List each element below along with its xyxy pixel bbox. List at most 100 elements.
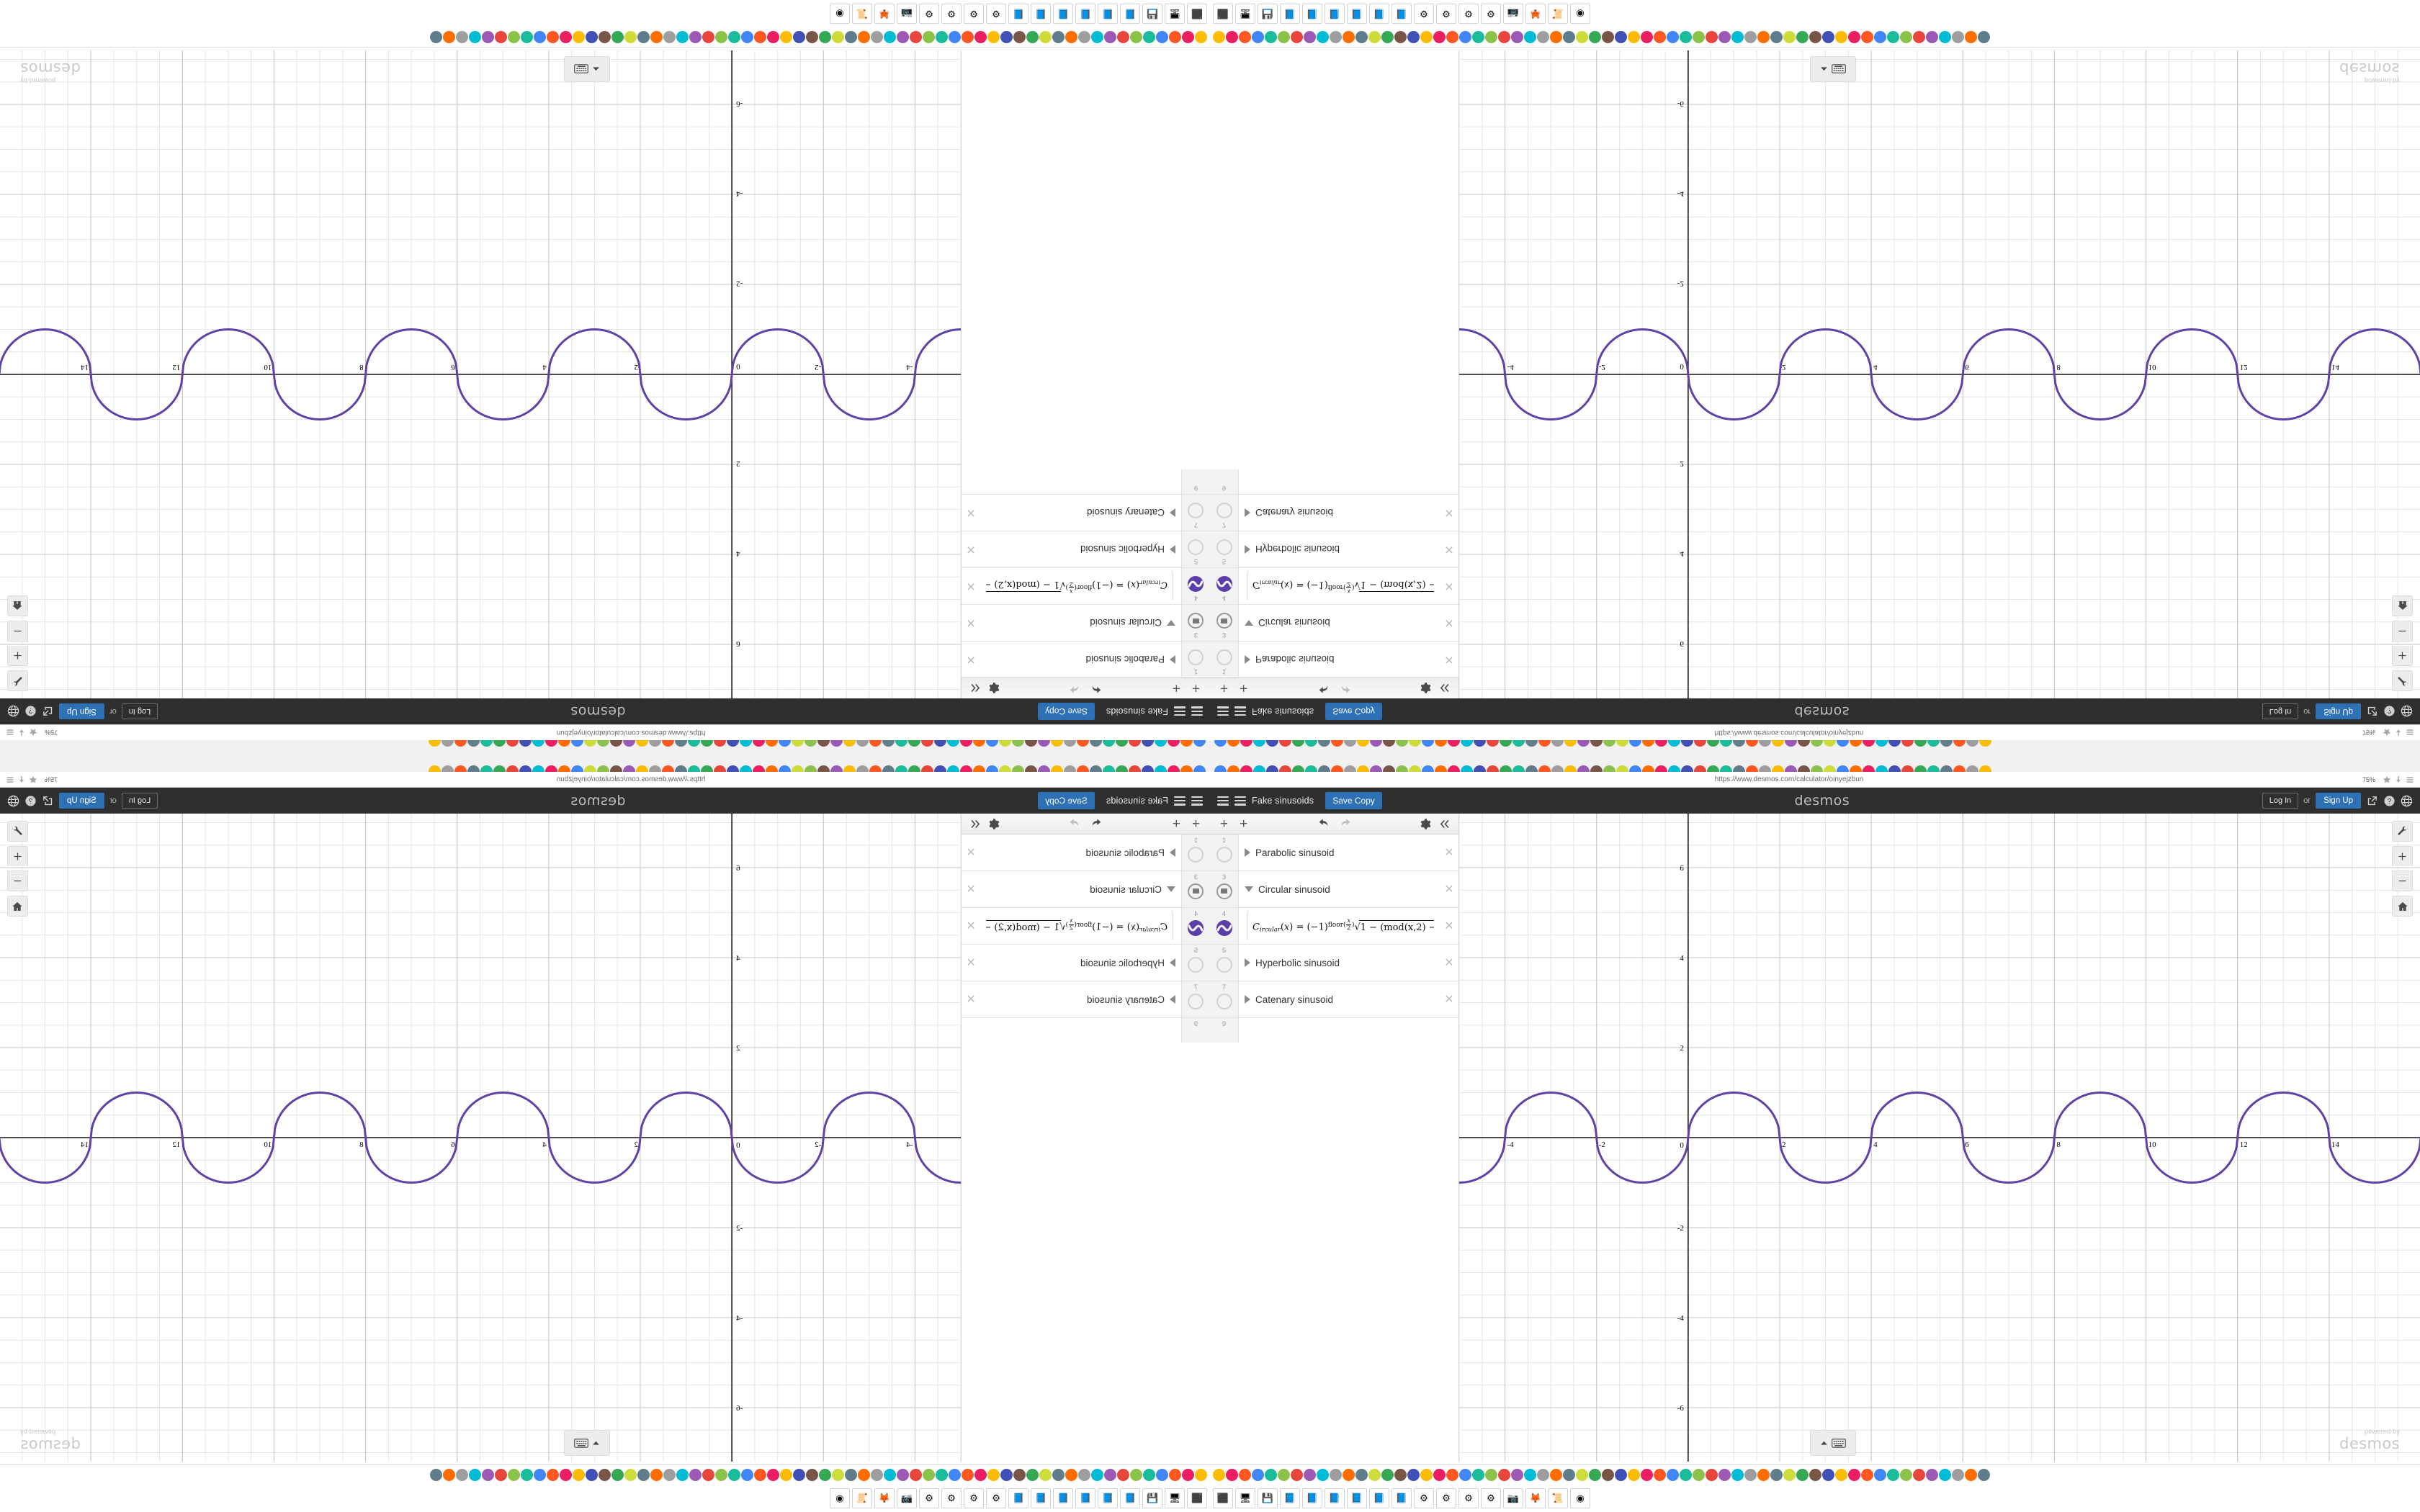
- taskbar-tab-icon[interactable]: [1381, 1468, 1394, 1481]
- expression-row[interactable]: 9: [1210, 1018, 1458, 1043]
- expression-row[interactable]: 7 Catenary sinusoid ✕: [962, 494, 1210, 531]
- taskbar-tab-icon[interactable]: [806, 31, 818, 44]
- taskbar-tab-icon[interactable]: [1143, 31, 1155, 44]
- delete-row-button[interactable]: ✕: [1444, 883, 1454, 896]
- notes-icon[interactable]: 📘: [1347, 4, 1367, 24]
- taskbar-tab-icon[interactable]: [819, 1468, 831, 1481]
- taskbar-tab-icon[interactable]: [560, 1468, 572, 1481]
- empty-bullet-icon[interactable]: [1216, 539, 1232, 556]
- taskbar-tab-icon[interactable]: [495, 1468, 507, 1481]
- taskbar-tab-icon[interactable]: [1065, 31, 1077, 44]
- scroll-icon[interactable]: 📜: [852, 1488, 872, 1508]
- taskbar-tab-icon[interactable]: [1537, 31, 1549, 44]
- folder-title[interactable]: Parabolic sinusoid: [1085, 654, 1165, 665]
- taskbar-tab-icon[interactable]: [1848, 1468, 1860, 1481]
- folder-title[interactable]: Circular sinusoid: [1258, 617, 1330, 629]
- zoom-out-icon[interactable]: [7, 621, 28, 642]
- taskbar-tab-icon[interactable]: [1498, 31, 1510, 44]
- taskbar-tab-icon[interactable]: [1874, 31, 1886, 44]
- desmos-header[interactable]: Fake sinusoids Save Copy desmos Log In o…: [0, 788, 1210, 814]
- taskbar-tab-icon[interactable]: [521, 31, 533, 44]
- bookmark-star-icon[interactable]: [2383, 775, 2391, 784]
- taskbar-tab-icon[interactable]: [482, 31, 494, 44]
- expression-row-content[interactable]: Hyperbolic sinusoid: [980, 945, 1181, 981]
- list-menu-icon[interactable]: [1174, 796, 1186, 806]
- taskbar-tab-icon[interactable]: [845, 31, 857, 44]
- wrench-settings-icon[interactable]: [7, 821, 28, 842]
- taskbar-tab-icon[interactable]: [1195, 1468, 1207, 1481]
- browser-address-bar[interactable]: https://www.desmos.com/calculator/oinyej…: [0, 772, 1210, 788]
- taskbar-tab-icon[interactable]: [1952, 1468, 1964, 1481]
- taskbar-tab-icon[interactable]: [1861, 1468, 1873, 1481]
- undo-icon[interactable]: [1089, 683, 1101, 695]
- taskbar-tab-icon[interactable]: [1667, 31, 1679, 44]
- add-item-button[interactable]: +: [1240, 680, 1248, 696]
- taskbar-tab-icon[interactable]: [1355, 31, 1368, 44]
- browser-address-bar[interactable]: https://www.desmos.com/calculator/oinyej…: [0, 724, 1210, 740]
- purple-app-icon[interactable]: ◉: [830, 4, 850, 24]
- display-icon[interactable]: 🖥: [1165, 1488, 1185, 1508]
- expression-row-content[interactable]: [980, 469, 1181, 494]
- taskbar-tab-icon[interactable]: [1848, 31, 1860, 44]
- notes-icon[interactable]: 📘: [1280, 1488, 1300, 1508]
- taskbar-tab-icon[interactable]: [1000, 1468, 1013, 1481]
- notes-icon[interactable]: 📘: [1053, 4, 1073, 24]
- delete-row-button[interactable]: ✕: [966, 847, 976, 859]
- taskbar-tab-icon[interactable]: [1589, 1468, 1601, 1481]
- share-icon[interactable]: [42, 795, 54, 807]
- delete-row-button[interactable]: ✕: [1444, 653, 1454, 665]
- add-item-button[interactable]: +: [1172, 816, 1180, 832]
- chevron-down-icon[interactable]: [1245, 886, 1253, 892]
- taskbar-tab-icon[interactable]: [754, 1468, 766, 1481]
- delete-row-button[interactable]: ✕: [966, 506, 976, 518]
- expression-row-content[interactable]: Circular sinusoid: [980, 605, 1181, 641]
- notes-icon[interactable]: 📘: [1302, 1488, 1322, 1508]
- chevron-right-icon[interactable]: [1170, 958, 1175, 967]
- taskbar-tab-icon[interactable]: [858, 1468, 870, 1481]
- desmos-header[interactable]: Fake sinusoids Save Copy desmos Log In o…: [0, 698, 1210, 724]
- taskbar-tab-icon[interactable]: [780, 31, 792, 44]
- gear-red-icon[interactable]: ⚙: [964, 4, 984, 24]
- taskbar-tab-icon[interactable]: [1511, 31, 1523, 44]
- wrench-settings-icon[interactable]: [2392, 821, 2413, 842]
- curve-color-swatch[interactable]: [1216, 919, 1232, 936]
- taskbar-tab-icon[interactable]: [1563, 31, 1575, 44]
- taskbar-tab-icon[interactable]: [430, 31, 442, 44]
- expression-row-content[interactable]: Hyperbolic sinusoid: [1239, 945, 1440, 981]
- taskbar-tab-icon[interactable]: [624, 1468, 637, 1481]
- graph-title[interactable]: Fake sinusoids: [1106, 796, 1168, 806]
- taskbar-tab-icon[interactable]: [1861, 31, 1873, 44]
- taskbar-tab-icon[interactable]: [1524, 31, 1536, 44]
- log-in-button[interactable]: Log In: [2262, 703, 2299, 719]
- taskbar-tab-icon[interactable]: [1641, 1468, 1653, 1481]
- chevron-right-icon[interactable]: [1245, 508, 1250, 517]
- taskbar-tab-icon[interactable]: [923, 31, 935, 44]
- curve-color-swatch[interactable]: [1216, 576, 1232, 593]
- desmos-header[interactable]: Fake sinusoids Save Copy desmos Log In o…: [1210, 698, 2420, 724]
- taskbar-tab-icon[interactable]: [1330, 31, 1342, 44]
- quadrant-top-right[interactable]: https://www.desmos.com/calculator/oinyej…: [1210, 0, 2420, 756]
- expression-row-content[interactable]: [1239, 469, 1440, 494]
- taskbar-tab-icon[interactable]: [443, 1468, 455, 1481]
- taskbar-tab-icon[interactable]: [1926, 31, 1938, 44]
- taskbar-tab-icon[interactable]: [1796, 31, 1809, 44]
- sign-up-button[interactable]: Sign Up: [59, 793, 104, 809]
- taskbar-tab-icon[interactable]: [1078, 1468, 1090, 1481]
- chevron-right-icon[interactable]: [1245, 655, 1250, 664]
- language-globe-icon[interactable]: [2401, 706, 2413, 718]
- language-globe-icon[interactable]: [7, 795, 19, 807]
- taskbar-tab-icon[interactable]: [469, 1468, 481, 1481]
- curve-color-swatch[interactable]: [1188, 576, 1204, 593]
- taskbar-tab-icon[interactable]: [974, 1468, 987, 1481]
- taskbar-tab-icon[interactable]: [1117, 1468, 1129, 1481]
- taskbar-tab-icon[interactable]: [650, 31, 663, 44]
- gear-red-icon[interactable]: ⚙: [964, 1488, 984, 1508]
- notes-icon[interactable]: 📘: [1280, 4, 1300, 24]
- taskbar-tab-icon[interactable]: [1706, 31, 1718, 44]
- taskbar-tab-icon[interactable]: [974, 31, 987, 44]
- notes-icon[interactable]: 📘: [1325, 4, 1345, 24]
- taskbar-tab-icon[interactable]: [1226, 1468, 1238, 1481]
